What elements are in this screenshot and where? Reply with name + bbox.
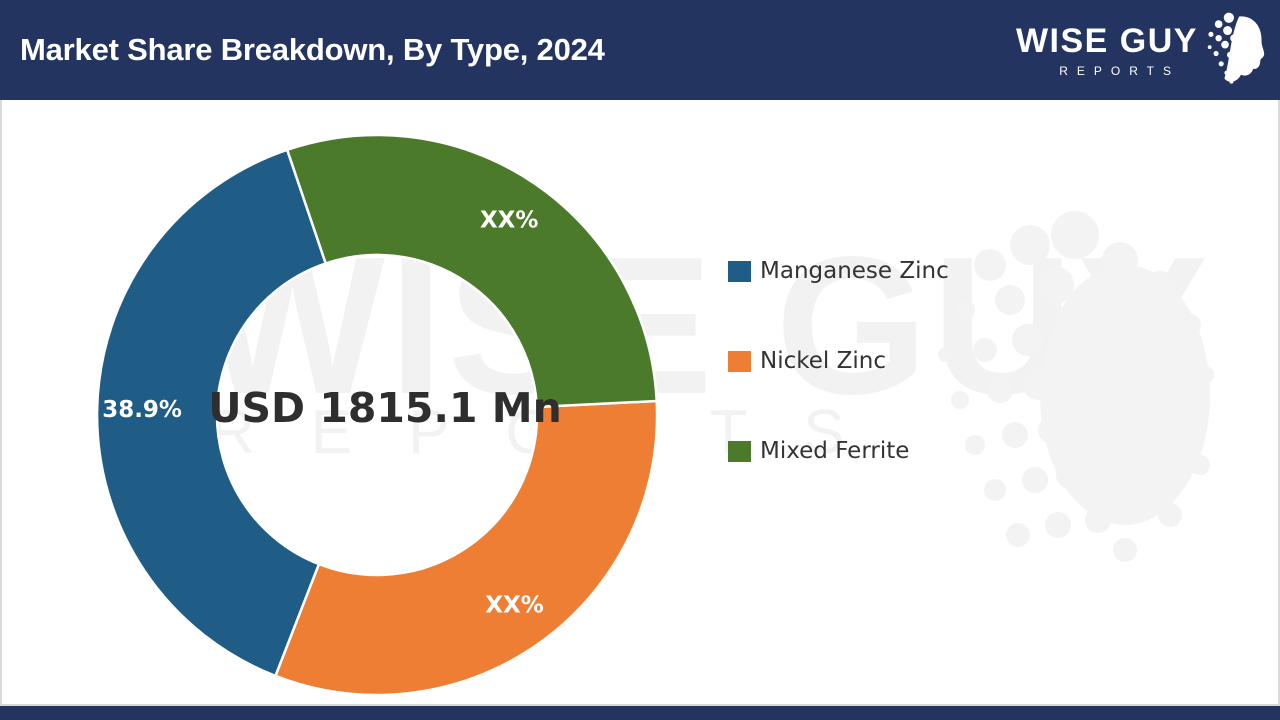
chart-legend: Manganese Zinc Nickel Zinc Mixed Ferrite bbox=[728, 246, 949, 516]
legend-swatch-manganese-zinc bbox=[728, 260, 751, 282]
legend-item-nickel-zinc: Nickel Zinc bbox=[728, 336, 949, 386]
legend-label: Manganese Zinc bbox=[760, 258, 949, 284]
slice-label-manganese-zinc: 38.9% bbox=[102, 397, 182, 423]
slice-label-mixed-ferrite: XX% bbox=[480, 208, 539, 234]
footer-bar bbox=[0, 706, 1280, 720]
logo-wordmark: WISE GUY bbox=[1015, 22, 1198, 60]
logo-face-icon bbox=[1207, 12, 1265, 84]
chart-center-value: USD 1815.1 Mn bbox=[208, 384, 562, 432]
slice-label-nickel-zinc: XX% bbox=[485, 593, 544, 619]
legend-label: Nickel Zinc bbox=[760, 348, 886, 374]
donut-slice-mixed-ferrite bbox=[285, 133, 658, 409]
page-title: Market Share Breakdown, By Type, 2024 bbox=[20, 32, 605, 67]
header-bar: Market Share Breakdown, By Type, 2024 WI… bbox=[0, 0, 1280, 100]
watermark-dots-face-icon bbox=[938, 211, 1214, 562]
wiseguy-logo: WISE GUY REPORTS bbox=[1011, 8, 1266, 92]
donut-slice-nickel-zinc bbox=[274, 399, 659, 697]
legend-swatch-nickel-zinc bbox=[728, 350, 751, 372]
donut-slice-manganese-zinc bbox=[95, 148, 327, 678]
logo-subtext: REPORTS bbox=[1059, 64, 1180, 78]
legend-item-mixed-ferrite: Mixed Ferrite bbox=[728, 426, 949, 476]
legend-label: Mixed Ferrite bbox=[760, 438, 910, 464]
legend-swatch-mixed-ferrite bbox=[728, 440, 751, 462]
legend-item-manganese-zinc: Manganese Zinc bbox=[728, 246, 949, 296]
